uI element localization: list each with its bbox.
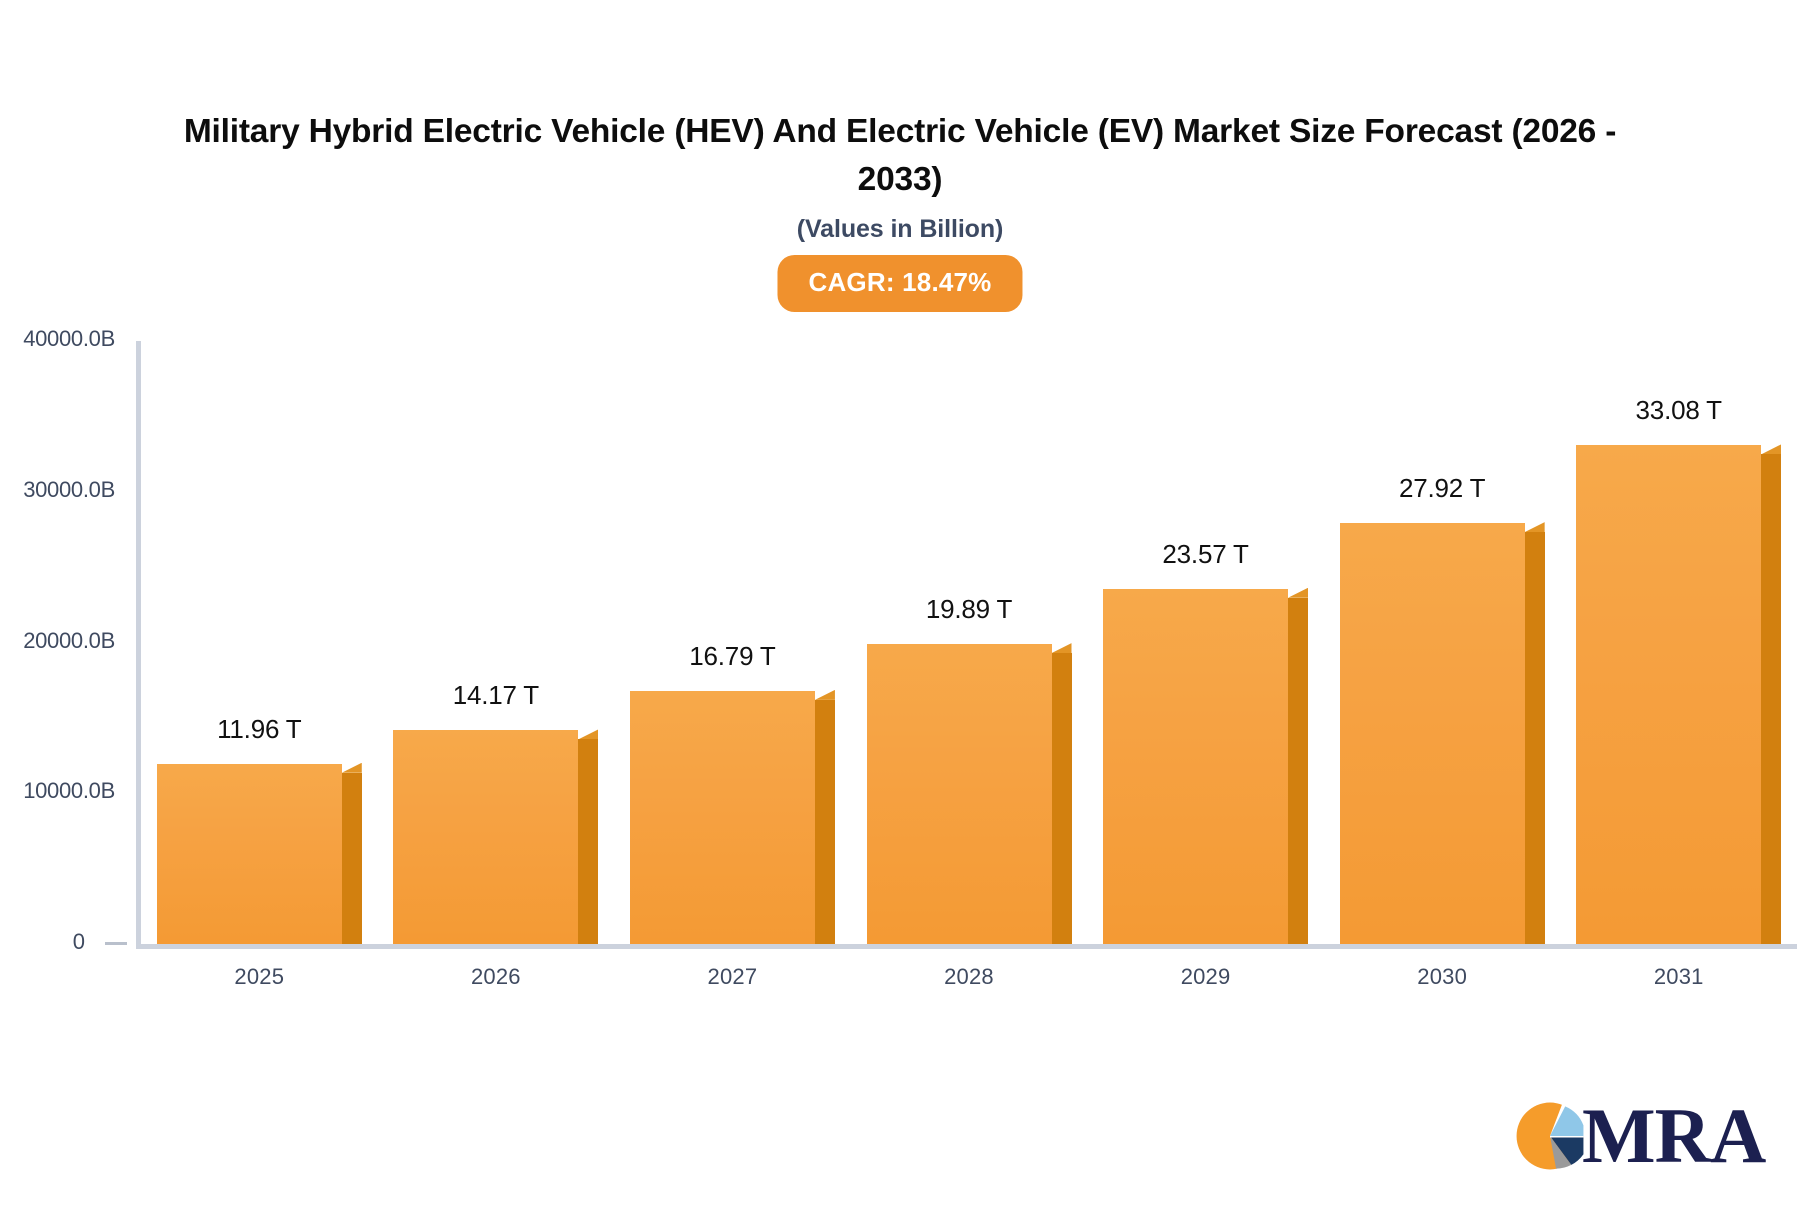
bar-column[interactable] bbox=[1339, 522, 1545, 944]
bar-side-face bbox=[1524, 532, 1545, 944]
x-tick-label: 2031 bbox=[1653, 964, 1704, 989]
chart-subtitle: (Values in Billion) bbox=[796, 215, 1004, 244]
x-tick-label: 2030 bbox=[1417, 964, 1468, 989]
bar-front-face bbox=[866, 644, 1052, 944]
bar-top-bevel bbox=[814, 689, 835, 700]
page-title: Military Hybrid Electric Vehicle (HEV) A… bbox=[183, 113, 1617, 198]
bar-column[interactable] bbox=[393, 729, 599, 944]
cagr-badge: CAGR: 18.47% bbox=[777, 255, 1023, 312]
x-tick-label: 2028 bbox=[944, 964, 994, 989]
bar-top-bevel bbox=[1288, 587, 1309, 598]
x-tick-label: 2027 bbox=[707, 964, 758, 989]
bar-column[interactable] bbox=[866, 643, 1072, 944]
y-tick-label: 40000.0B bbox=[23, 326, 115, 351]
bar-side-face bbox=[578, 739, 599, 944]
bar-value-label: 16.79 T bbox=[689, 640, 776, 671]
y-tick-label: 30000.0B bbox=[23, 476, 115, 502]
mra-logo: MRA bbox=[1512, 1092, 1766, 1180]
pie-chart-icon bbox=[1512, 1098, 1588, 1174]
y-tick-label: 0 bbox=[72, 929, 85, 954]
bar-front-face bbox=[1339, 523, 1525, 944]
bar-value-label: 23.57 T bbox=[1162, 538, 1249, 569]
y-tick-label: 10000.0B bbox=[23, 778, 115, 804]
bar-side-face bbox=[1288, 597, 1309, 944]
bar-column[interactable] bbox=[1576, 444, 1782, 944]
bar-side-face bbox=[1051, 653, 1072, 944]
bar-front-face bbox=[629, 690, 815, 944]
bar-value-label: 19.89 T bbox=[925, 594, 1013, 625]
bar-top-bevel bbox=[1761, 444, 1782, 455]
bar-value-label: 33.08 T bbox=[1635, 395, 1723, 426]
x-axis-line bbox=[136, 944, 1797, 949]
bar-front-face bbox=[1576, 445, 1762, 944]
chart-header: Military Hybrid Electric Vehicle (HEV) A… bbox=[0, 108, 1800, 244]
bar-side-face bbox=[814, 699, 835, 944]
bar-top-bevel bbox=[341, 762, 362, 773]
bar-column[interactable] bbox=[156, 762, 362, 944]
bar-top-bevel bbox=[1051, 643, 1072, 654]
bar-value-label: 27.92 T bbox=[1398, 473, 1486, 504]
bar-column[interactable] bbox=[629, 689, 835, 944]
bar-side-face bbox=[1761, 454, 1782, 944]
x-tick-label: 2025 bbox=[234, 964, 285, 989]
bar-value-label: 14.17 T bbox=[452, 680, 540, 711]
bar-front-face bbox=[393, 730, 579, 944]
y-tick-label: 20000.0B bbox=[23, 627, 115, 653]
bar-front-face bbox=[1103, 588, 1289, 944]
x-tick-label: 2029 bbox=[1180, 964, 1231, 989]
bar-side-face bbox=[341, 772, 362, 944]
y-axis-line bbox=[136, 341, 141, 948]
y-tick-mark bbox=[105, 942, 127, 945]
bar-front-face bbox=[156, 763, 342, 944]
bar-value-label: 11.96 T bbox=[217, 713, 302, 744]
bar-top-bevel bbox=[578, 729, 599, 740]
logo-wordmark: MRA bbox=[1582, 1092, 1766, 1180]
bar-column[interactable] bbox=[1103, 587, 1309, 944]
x-tick-label: 2026 bbox=[470, 964, 521, 989]
bar-top-bevel bbox=[1524, 522, 1545, 533]
